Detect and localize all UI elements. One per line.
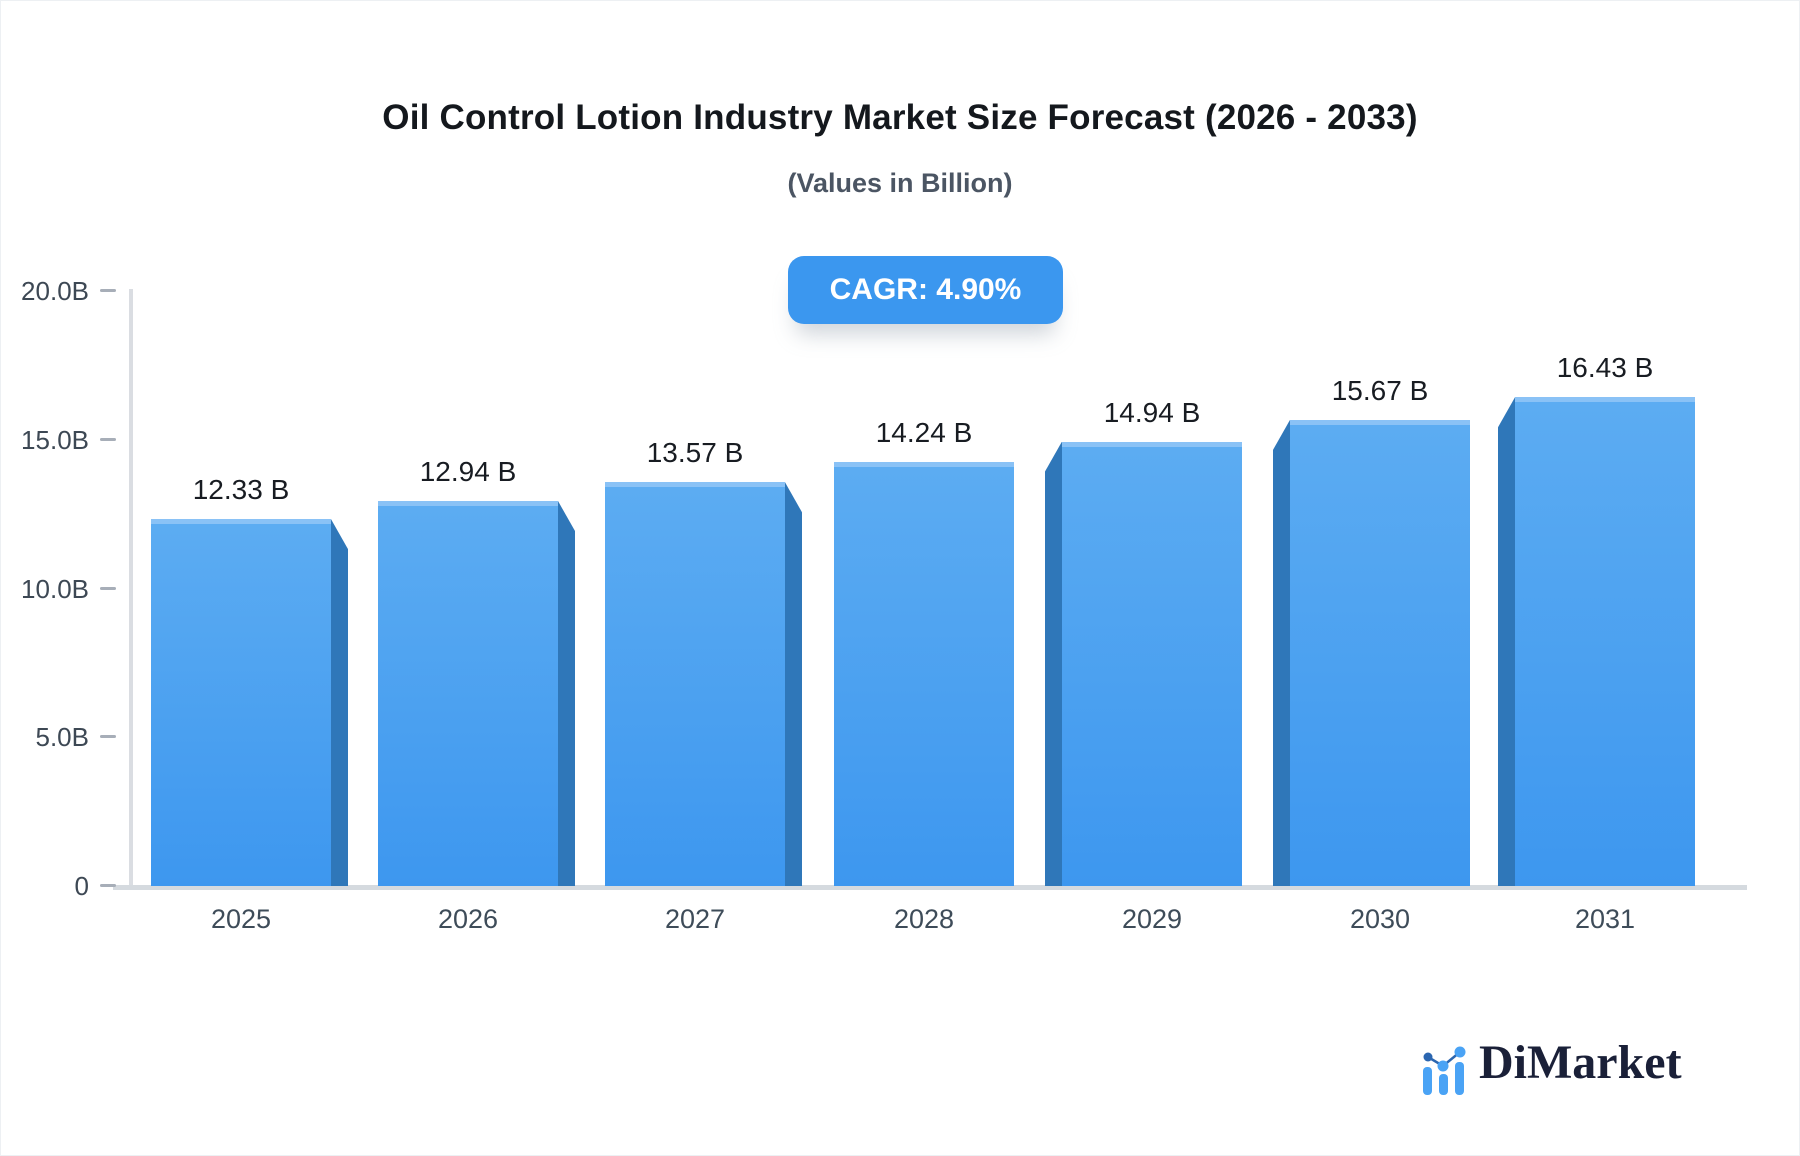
x-axis-label: 2027 xyxy=(664,904,726,934)
bar-side-face xyxy=(1273,419,1290,886)
y-tick-dash xyxy=(100,437,116,441)
y-axis-line xyxy=(129,289,133,887)
x-axis-label: 2031 xyxy=(1574,904,1636,934)
y-tick-dash xyxy=(100,735,116,739)
bar-2028 xyxy=(834,462,1014,886)
bar-side-face xyxy=(558,501,575,886)
y-tick-label: 5.0B xyxy=(35,722,90,753)
y-tick-label: 20.0B xyxy=(21,276,89,306)
bar-2025 xyxy=(151,519,331,886)
x-axis-label: 2025 xyxy=(210,904,272,934)
bar-2029 xyxy=(1062,441,1242,886)
bar-line-chart-icon xyxy=(1423,1046,1466,1095)
bar-side-face xyxy=(331,519,348,886)
y-tick-dash xyxy=(100,289,116,292)
bar-value-label: 16.43 B xyxy=(1556,352,1654,384)
x-axis-baseline xyxy=(113,885,1747,890)
bar-value-label: 12.94 B xyxy=(419,456,517,488)
y-tick-dash xyxy=(100,586,116,590)
bar-value-label: 15.67 B xyxy=(1331,374,1429,406)
bar-value-label: 14.24 B xyxy=(875,417,973,449)
x-axis-label: 2029 xyxy=(1121,904,1183,934)
chart-subtitle: (Values in Billion) xyxy=(787,168,1013,198)
bar-2030 xyxy=(1290,419,1470,886)
cagr-badge-label: CAGR: 4.90% xyxy=(829,273,1022,306)
bar-value-label: 12.33 B xyxy=(192,474,290,506)
bar-side-face xyxy=(785,482,802,886)
x-axis-label: 2028 xyxy=(893,904,955,934)
cagr-badge: CAGR: 4.90% xyxy=(788,256,1063,324)
bar-value-label: 14.94 B xyxy=(1103,396,1201,428)
y-tick-dash xyxy=(100,884,116,887)
y-tick-label: 0 xyxy=(74,871,89,901)
y-tick-label: 15.0B xyxy=(21,424,89,455)
bar-2027 xyxy=(605,482,785,886)
dimarket-logo-text: DiMarket xyxy=(1479,1036,1682,1089)
bar-2026 xyxy=(378,501,558,886)
x-axis-label: 2026 xyxy=(437,904,499,934)
bar-2031 xyxy=(1515,397,1695,886)
y-tick-label: 10.0B xyxy=(21,573,89,604)
bar-value-label: 13.57 B xyxy=(646,437,744,469)
chart-title: Oil Control Lotion Industry Market Size … xyxy=(382,98,1418,137)
x-axis-label: 2030 xyxy=(1349,904,1411,934)
dimarket-logo: DiMarket xyxy=(1421,1037,1682,1097)
bar-side-face xyxy=(1045,441,1062,886)
bar-side-face xyxy=(1498,397,1515,886)
